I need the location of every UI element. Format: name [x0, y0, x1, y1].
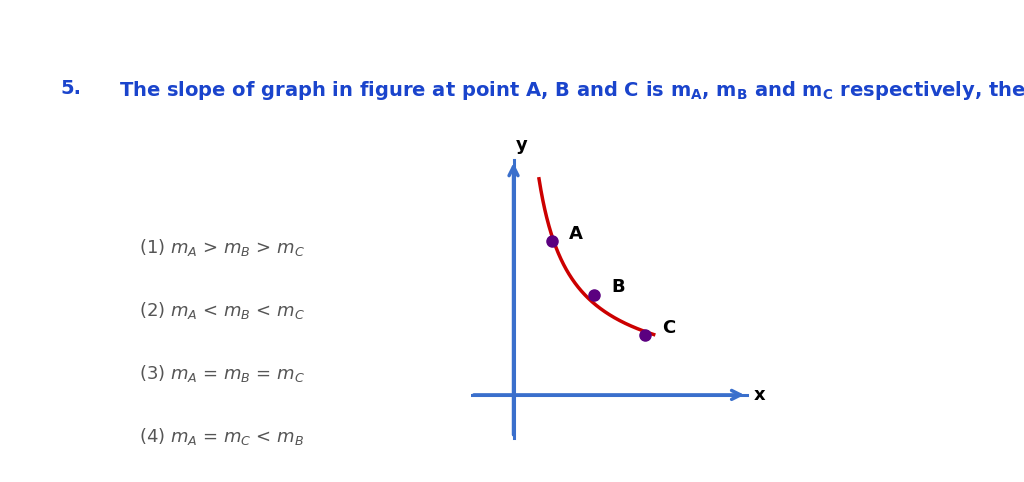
Text: 5.: 5. — [60, 79, 82, 98]
Text: (3) $m_A$ = $m_B$ = $m_C$: (3) $m_A$ = $m_B$ = $m_C$ — [139, 363, 305, 384]
Text: The slope of graph in figure at point A, B and C is $\mathbf{m_A}$, $\mathbf{m_B: The slope of graph in figure at point A,… — [119, 79, 1024, 102]
Text: y: y — [516, 136, 528, 154]
Text: A: A — [568, 225, 583, 243]
Text: x: x — [754, 386, 765, 404]
Text: (1) $m_A$ > $m_B$ > $m_C$: (1) $m_A$ > $m_B$ > $m_C$ — [139, 237, 305, 258]
Text: (4) $m_A$ = $m_C$ < $m_B$: (4) $m_A$ = $m_C$ < $m_B$ — [139, 427, 304, 447]
Text: (2) $m_A$ < $m_B$ < $m_C$: (2) $m_A$ < $m_B$ < $m_C$ — [139, 300, 305, 321]
Text: B: B — [611, 279, 625, 296]
Text: C: C — [663, 319, 676, 337]
